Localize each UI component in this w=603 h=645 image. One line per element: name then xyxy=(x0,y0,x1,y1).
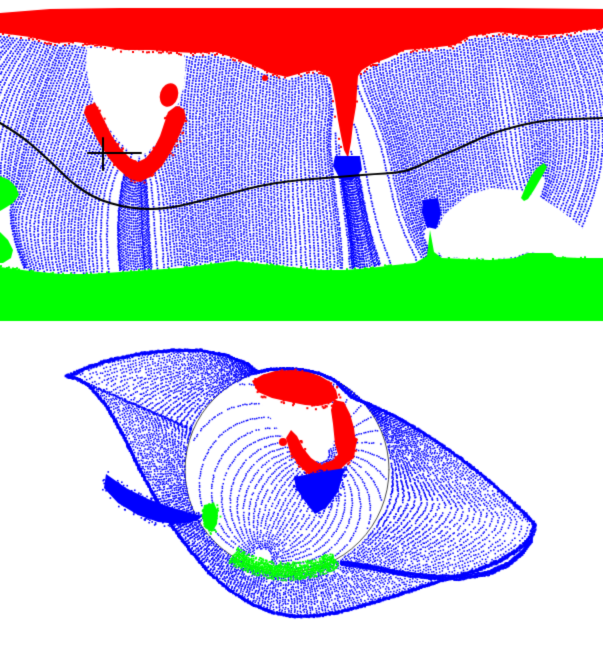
figure-page xyxy=(0,0,603,645)
flow-field-figure-canvas xyxy=(0,0,603,645)
streamline-figure xyxy=(0,0,603,645)
